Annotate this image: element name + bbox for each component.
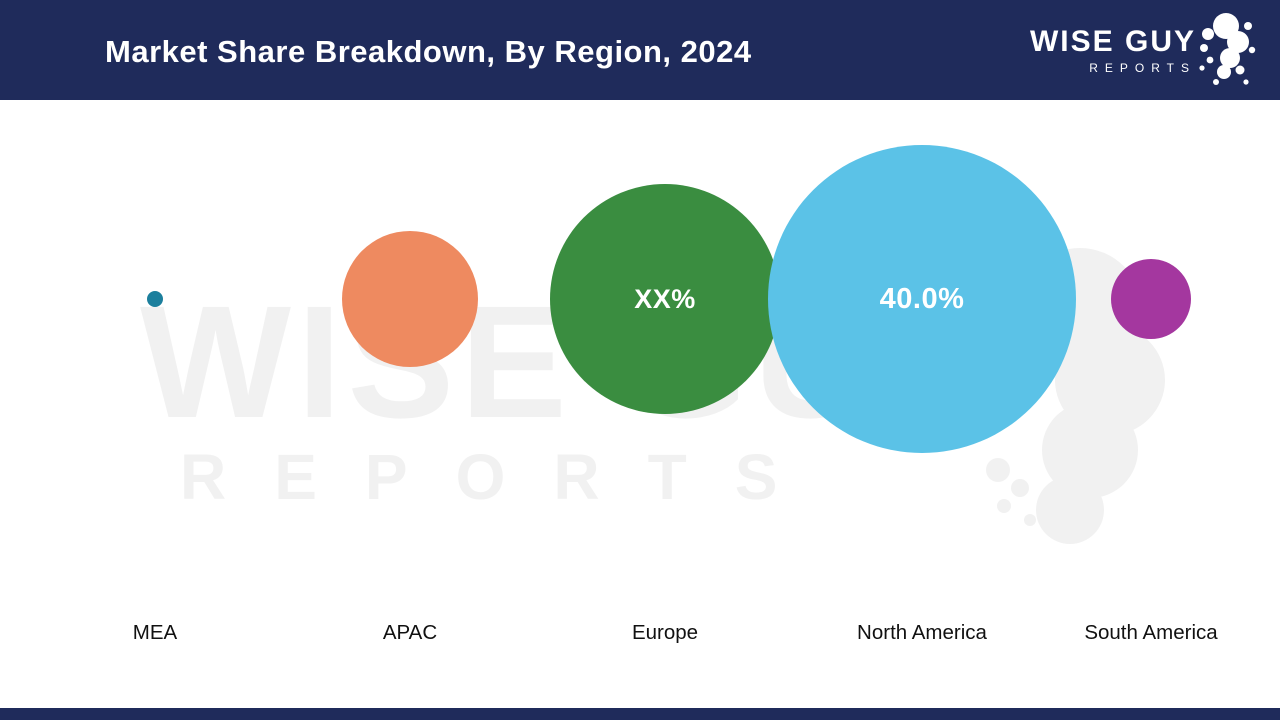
logo-wordmark: WISE GUY — [1029, 25, 1196, 58]
header-bar: Market Share Breakdown, By Region, 2024 … — [0, 0, 1280, 100]
chart-area: MEA APAC XX% Europe 40.0% North America South … — [0, 100, 1280, 708]
page-title: Market Share Breakdown, By Region, 2024 — [105, 34, 752, 69]
bubble-europe: XX% — [550, 184, 780, 414]
bubble-south-america — [1111, 259, 1191, 339]
bubble-north-america: 40.0% — [768, 145, 1076, 453]
category-label-apac: APAC — [382, 621, 438, 644]
bubble-value-label-north-america: 40.0% — [879, 282, 965, 315]
category-label-south-america: South America — [1084, 621, 1218, 644]
bubble-value-label-europe: XX% — [634, 283, 696, 314]
category-label-north-america: North America — [857, 621, 987, 644]
logo: WISE GUY REPORTS — [1030, 8, 1262, 92]
category-label-europe: Europe — [631, 621, 699, 644]
logo-head-icon — [1199, 13, 1256, 85]
watermark-reports: REPORTS — [180, 441, 826, 513]
bubble-mea — [147, 291, 163, 307]
category-label-mea: MEA — [132, 621, 178, 644]
footer-bar — [0, 708, 1280, 720]
logo-subtext: REPORTS — [1089, 61, 1196, 75]
logo-text: WISE GUY REPORTS — [1030, 25, 1196, 75]
bubble-apac — [342, 231, 478, 367]
